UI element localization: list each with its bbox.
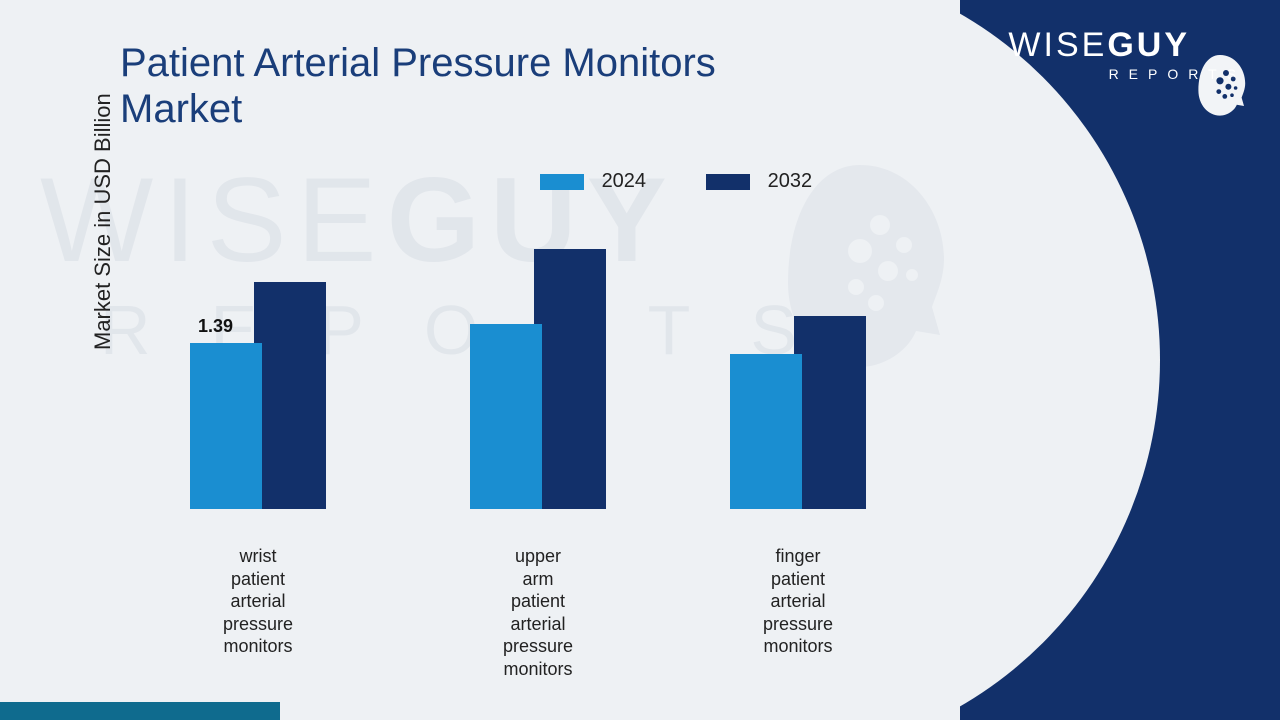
bar — [254, 282, 326, 509]
bar — [794, 316, 866, 509]
legend-swatch-2024 — [540, 174, 584, 190]
x-axis-category-label: fingerpatientarterialpressuremonitors — [738, 545, 858, 658]
page-root: WISEGUY REPORTS Patient Arterial Pressur… — [0, 0, 1280, 720]
logo-line1b: GUY — [1107, 26, 1190, 64]
legend-label-2024: 2024 — [602, 170, 647, 192]
y-axis-label: Market Size in USD Billion — [90, 93, 116, 350]
x-axis-category-label: upperarmpatientarterialpressuremonitors — [478, 545, 598, 680]
legend-label-2032: 2032 — [768, 170, 813, 192]
bar — [730, 354, 802, 509]
legend-swatch-2032 — [706, 174, 750, 190]
bar — [534, 249, 606, 509]
chart-title: Patient Arterial Pressure Monitors Marke… — [120, 40, 840, 132]
brand-logo: WISEGUY REPORTS — [1008, 28, 1250, 82]
logo-head-icon — [1190, 50, 1250, 120]
bar-value-label: 1.39 — [198, 316, 233, 337]
x-axis-category-label: wristpatientarterialpressuremonitors — [198, 545, 318, 658]
bar-chart: 1.39 — [120, 190, 920, 540]
plot-area: 1.39 — [150, 200, 910, 510]
bar — [190, 343, 262, 509]
bar — [470, 324, 542, 509]
accent-bar — [0, 702, 280, 720]
logo-line1a: WISE — [1008, 26, 1107, 64]
